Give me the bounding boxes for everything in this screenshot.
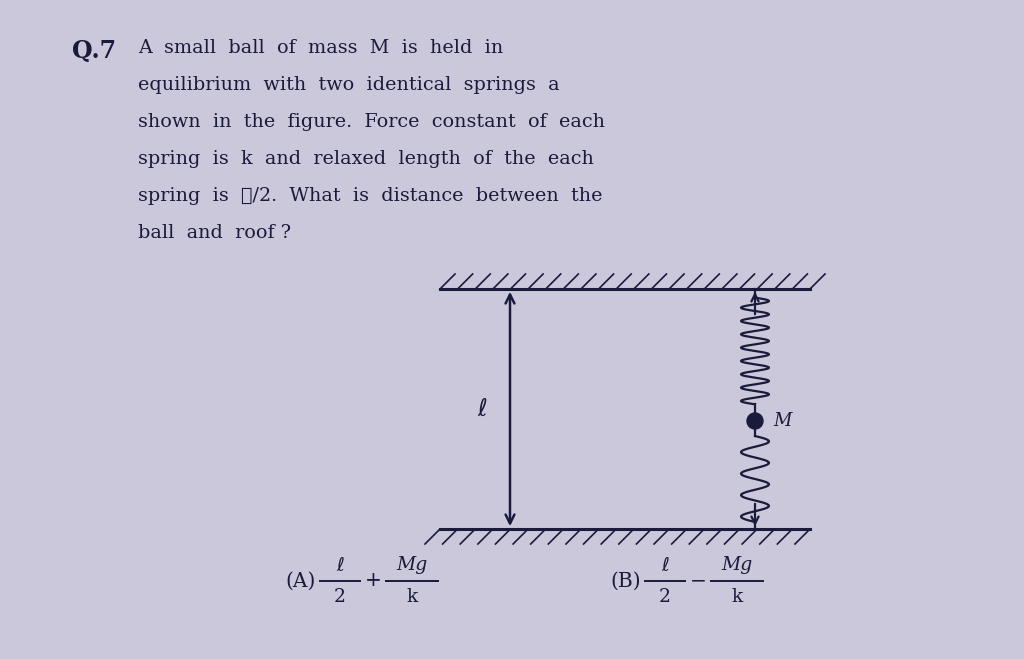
Text: Q.7: Q.7 [72, 39, 116, 63]
Text: M: M [773, 412, 792, 430]
Text: $\ell$: $\ell$ [336, 556, 344, 575]
Circle shape [746, 413, 763, 429]
Text: k: k [731, 588, 742, 606]
Text: k: k [407, 588, 418, 606]
Text: +: + [365, 571, 381, 590]
Text: Mg: Mg [396, 556, 428, 575]
Text: ball  and  roof ?: ball and roof ? [138, 224, 291, 242]
Text: 2: 2 [334, 588, 346, 606]
Text: shown  in  the  figure.  Force  constant  of  each: shown in the figure. Force constant of e… [138, 113, 605, 131]
Text: 2: 2 [659, 588, 671, 606]
Text: spring  is  ℓ/2.  What  is  distance  between  the: spring is ℓ/2. What is distance between … [138, 187, 602, 205]
Text: $\ell$: $\ell$ [660, 556, 670, 575]
Text: $\ell$: $\ell$ [477, 397, 488, 420]
Text: spring  is  k  and  relaxed  length  of  the  each: spring is k and relaxed length of the ea… [138, 150, 594, 168]
Text: (A): (A) [285, 571, 315, 590]
Text: A  small  ball  of  mass  M  is  held  in: A small ball of mass M is held in [138, 39, 503, 57]
Text: −: − [689, 571, 707, 590]
Text: Mg: Mg [721, 556, 753, 575]
Text: equilibrium  with  two  identical  springs  a: equilibrium with two identical springs a [138, 76, 560, 94]
Text: (B): (B) [610, 571, 641, 590]
